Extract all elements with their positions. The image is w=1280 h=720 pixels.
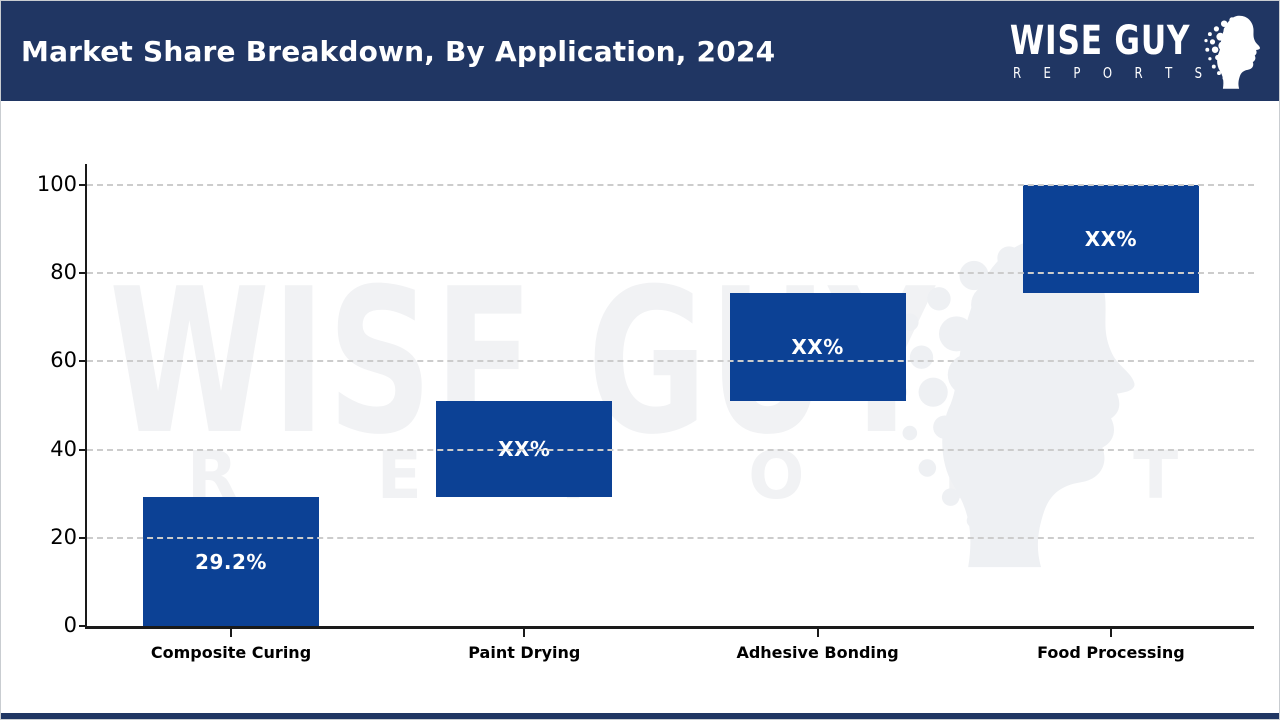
y-tick-label: 100 xyxy=(36,172,77,196)
logo-wordmark: WISE GUY xyxy=(1009,18,1190,64)
wiseguy-logo-text: WISE GUY R E P O R T S xyxy=(1009,21,1211,81)
bar-value-label: 29.2% xyxy=(195,549,267,574)
bar-composite-curing: 29.2% xyxy=(143,497,319,626)
footer-strip xyxy=(1,713,1279,719)
header-bar: Market Share Breakdown, By Application, … xyxy=(1,1,1279,101)
y-tick-label: 60 xyxy=(50,348,77,373)
y-tick-label: 0 xyxy=(63,613,77,637)
y-tick-label: 20 xyxy=(50,524,77,549)
bar-food-processing: XX% xyxy=(1022,185,1199,294)
x-axis-line xyxy=(85,626,1254,629)
bar-adhesive-bonding: XX% xyxy=(729,293,906,402)
gridline xyxy=(87,272,1254,275)
gridline xyxy=(87,184,1254,186)
page-title: Market Share Breakdown, By Application, … xyxy=(21,34,776,68)
y-axis-tick xyxy=(79,448,87,451)
x-tick-label: Composite Curing xyxy=(150,643,312,662)
x-axis-tick xyxy=(1109,629,1112,637)
x-tick-label: Paint Drying xyxy=(468,643,581,662)
x-tick-label: Adhesive Bonding xyxy=(736,643,899,662)
y-axis-tick xyxy=(79,272,87,275)
gridline xyxy=(87,360,1254,363)
logo-subtext: R E P O R T S xyxy=(1012,64,1211,82)
y-axis-tick xyxy=(79,536,87,539)
y-axis-tick xyxy=(79,184,87,186)
x-axis-tick xyxy=(230,629,232,637)
x-axis-tick xyxy=(816,629,819,637)
gridline xyxy=(87,536,1254,539)
wiseguy-logo: WISE GUY R E P O R T S xyxy=(953,12,1265,90)
y-tick-label: 80 xyxy=(50,260,77,285)
y-axis-tick xyxy=(79,360,87,363)
bar-value-label: XX% xyxy=(1084,227,1138,252)
bar-value-label: XX% xyxy=(791,335,844,360)
y-axis-tick xyxy=(79,625,87,627)
gridline xyxy=(87,448,1254,451)
y-axis-line xyxy=(85,164,87,629)
x-tick-label: Food Processing xyxy=(1037,643,1185,662)
y-tick-label: 40 xyxy=(50,436,77,461)
x-axis-tick xyxy=(523,629,526,637)
